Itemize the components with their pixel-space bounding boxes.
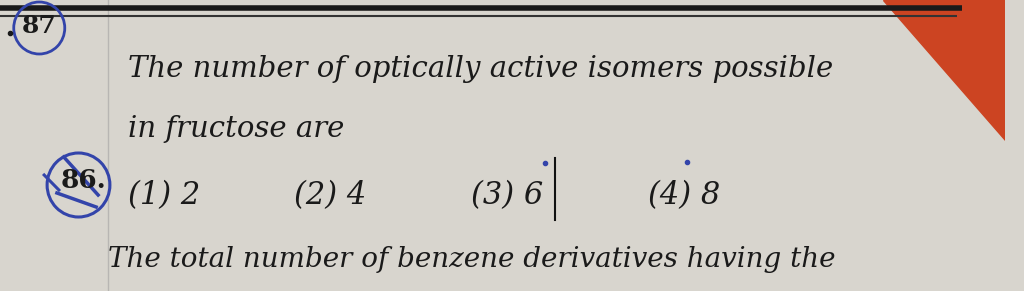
Text: (2) 4: (2) 4 (294, 180, 367, 211)
Text: (4) 8: (4) 8 (647, 180, 720, 211)
Text: in fructose are: in fructose are (128, 115, 344, 143)
Text: 87: 87 (22, 14, 56, 38)
Text: 86.: 86. (60, 168, 106, 193)
Text: The number of optically active isomers possible: The number of optically active isomers p… (128, 55, 833, 83)
Text: (3) 6: (3) 6 (471, 180, 544, 211)
Text: (1) 2: (1) 2 (128, 180, 200, 211)
Polygon shape (883, 0, 1005, 140)
Text: The total number of benzene derivatives having the: The total number of benzene derivatives … (108, 246, 836, 273)
